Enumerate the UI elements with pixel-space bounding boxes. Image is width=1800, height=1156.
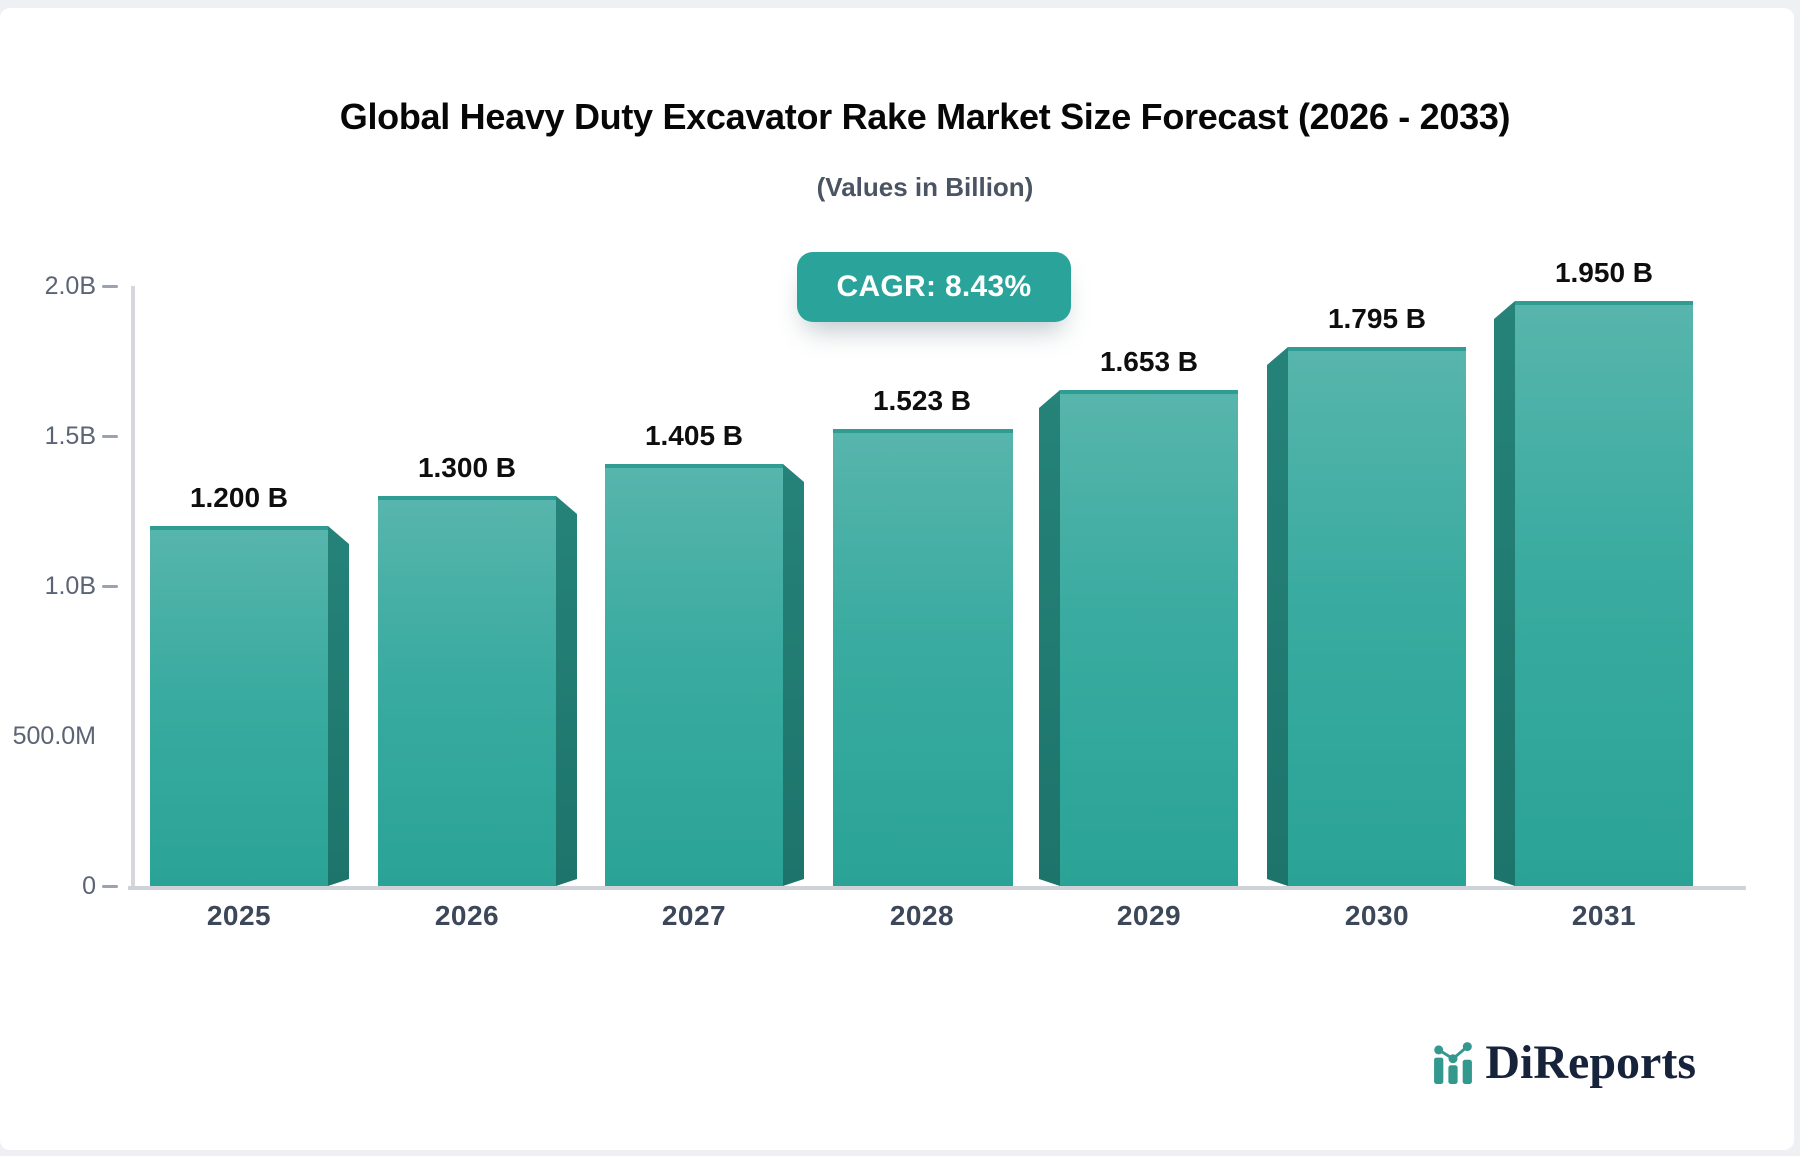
bar-face xyxy=(378,496,556,886)
bar-value-label: 1.795 B xyxy=(1327,303,1427,334)
y-axis-label: 500.0M xyxy=(12,722,96,750)
y-axis-line xyxy=(131,286,135,890)
bar-face xyxy=(150,526,328,886)
chart-subtitle: (Values in Billion) xyxy=(816,172,1034,202)
y-axis-tick xyxy=(102,585,118,588)
x-axis-label: 2030 xyxy=(1344,900,1410,931)
bar-2027 xyxy=(605,464,804,886)
bar-value-label: 1.405 B xyxy=(644,420,744,451)
bar-value-label: 1.653 B xyxy=(1099,346,1199,377)
y-axis-tick xyxy=(102,885,118,888)
bar-value-label: 1.300 B xyxy=(417,452,517,483)
bar-face xyxy=(833,429,1013,886)
bar-value-label: 1.950 B xyxy=(1554,257,1654,288)
bar-face xyxy=(605,464,783,886)
y-axis-label: 1.5B xyxy=(44,422,96,450)
bar-side-face xyxy=(1039,390,1060,886)
bar-2030 xyxy=(1267,347,1466,886)
chart-title: Global Heavy Duty Excavator Rake Market … xyxy=(339,96,1511,137)
bar-value-label: 1.523 B xyxy=(872,385,972,416)
bar-value-label: 1.200 B xyxy=(189,482,289,513)
bar-side-face xyxy=(556,496,577,886)
bar-2025 xyxy=(150,526,349,886)
x-axis-label: 2025 xyxy=(206,900,272,931)
bar-face xyxy=(1288,347,1466,886)
y-axis-label: 0 xyxy=(82,872,96,900)
cagr-badge-label: CAGR: 8.43% xyxy=(836,270,1032,303)
bar-side-face xyxy=(328,526,349,886)
x-axis-label: 2031 xyxy=(1571,900,1637,931)
bar-side-face xyxy=(1267,347,1288,886)
y-axis-tick xyxy=(102,285,118,288)
y-axis-tick xyxy=(102,435,118,438)
bar-2029 xyxy=(1039,390,1238,886)
x-axis-label: 2027 xyxy=(661,900,727,931)
bar-side-face xyxy=(783,464,804,886)
bar-2031 xyxy=(1494,301,1693,886)
logo-chart-icon xyxy=(1434,1042,1473,1084)
bar-face xyxy=(1515,301,1693,886)
x-axis-label: 2029 xyxy=(1116,900,1182,931)
direports-logo: DiReports xyxy=(1431,1022,1696,1102)
logo-text: DiReports xyxy=(1485,1035,1696,1089)
x-axis-label: 2028 xyxy=(889,900,955,931)
bar-2028 xyxy=(833,429,1013,886)
y-axis-label: 2.0B xyxy=(44,272,96,300)
y-axis-label: 1.0B xyxy=(44,572,96,600)
x-axis-line xyxy=(128,886,1746,890)
x-axis-label: 2026 xyxy=(434,900,500,931)
bar-face xyxy=(1060,390,1238,886)
cagr-badge: CAGR: 8.43% xyxy=(797,252,1071,322)
bar-2026 xyxy=(378,496,577,886)
bar-side-face xyxy=(1494,301,1515,886)
